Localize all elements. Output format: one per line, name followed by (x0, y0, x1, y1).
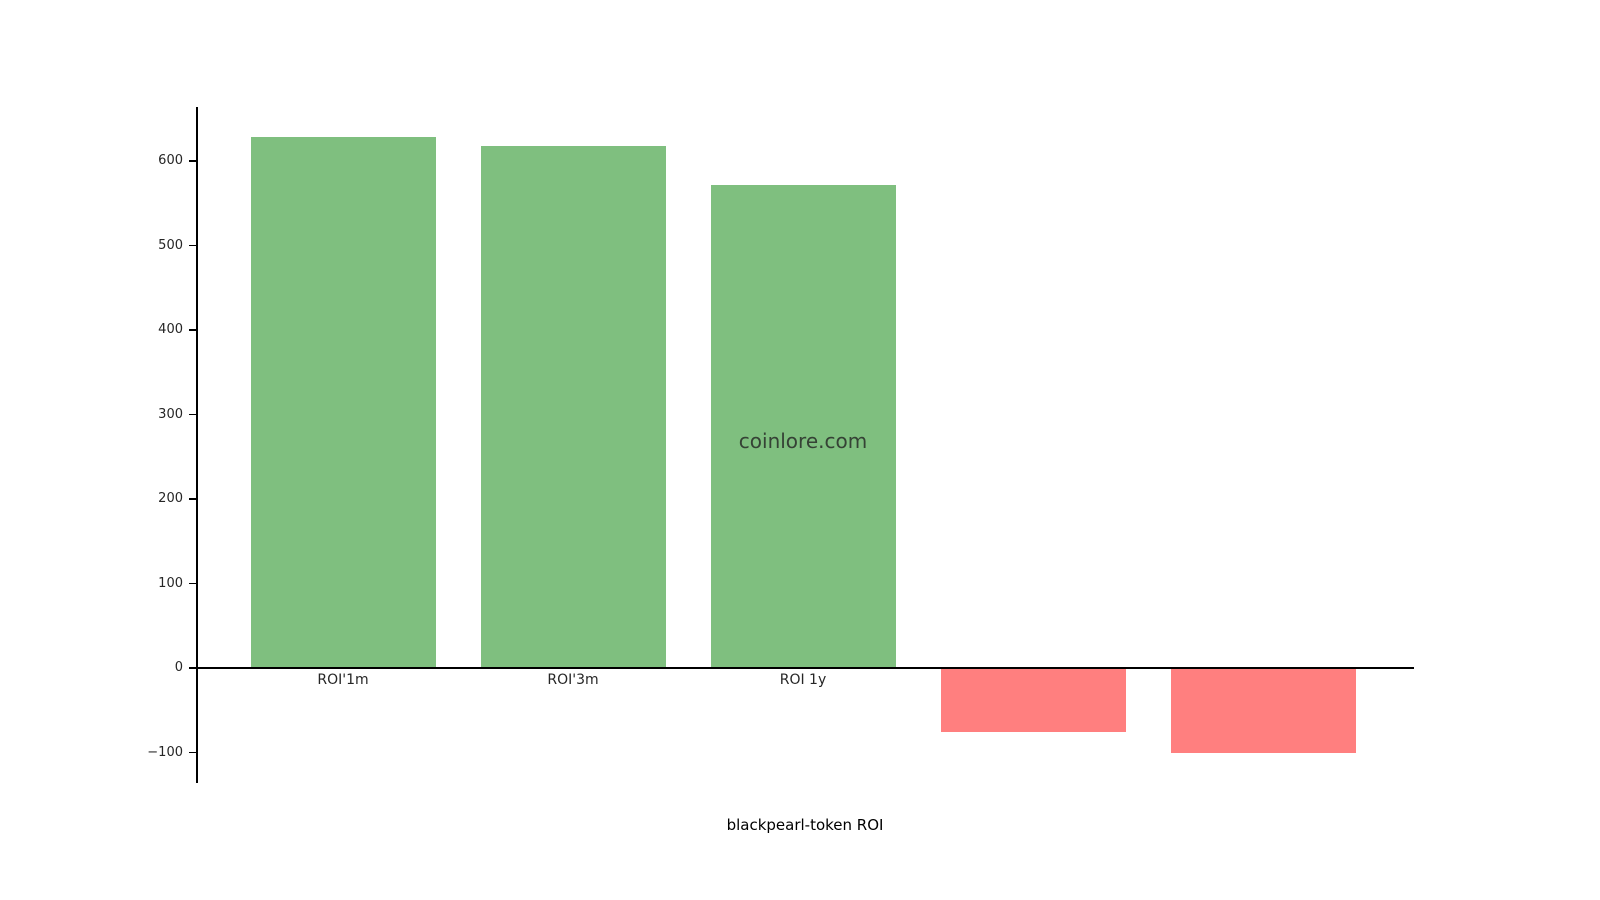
x-tick-label: ROI'3m (547, 672, 599, 688)
y-tick-label: −100 (147, 744, 183, 760)
y-tick-mark (189, 751, 196, 754)
watermark-text: coinlore.com (738, 429, 868, 453)
y-tick-label: 200 (158, 491, 183, 506)
x-axis-line (196, 667, 1414, 669)
x-tick-label: ROI 1y (779, 672, 827, 688)
y-tick-label: 600 (158, 153, 183, 168)
y-tick-mark (189, 498, 196, 500)
bar-2 (480, 145, 666, 668)
bar-4 (940, 668, 1126, 733)
y-tick-label: 0 (174, 660, 183, 675)
y-tick-label: 500 (158, 237, 183, 253)
bar-3 (710, 184, 896, 668)
y-tick-label: 400 (158, 322, 183, 337)
y-tick-label: 100 (158, 575, 183, 591)
bar-5 (1170, 668, 1356, 753)
y-tick-mark (189, 667, 196, 669)
y-tick-mark (189, 160, 196, 162)
y-axis-spine (196, 107, 198, 783)
y-tick-mark (189, 244, 196, 247)
bar-1 (250, 137, 436, 668)
y-tick-mark (189, 413, 196, 416)
y-tick-mark (189, 329, 196, 331)
chart-title: blackpearl-token ROI (726, 816, 884, 834)
y-tick-label: 300 (158, 406, 183, 422)
y-tick-mark (189, 582, 196, 585)
x-tick-label: ROI'1m (317, 672, 369, 688)
